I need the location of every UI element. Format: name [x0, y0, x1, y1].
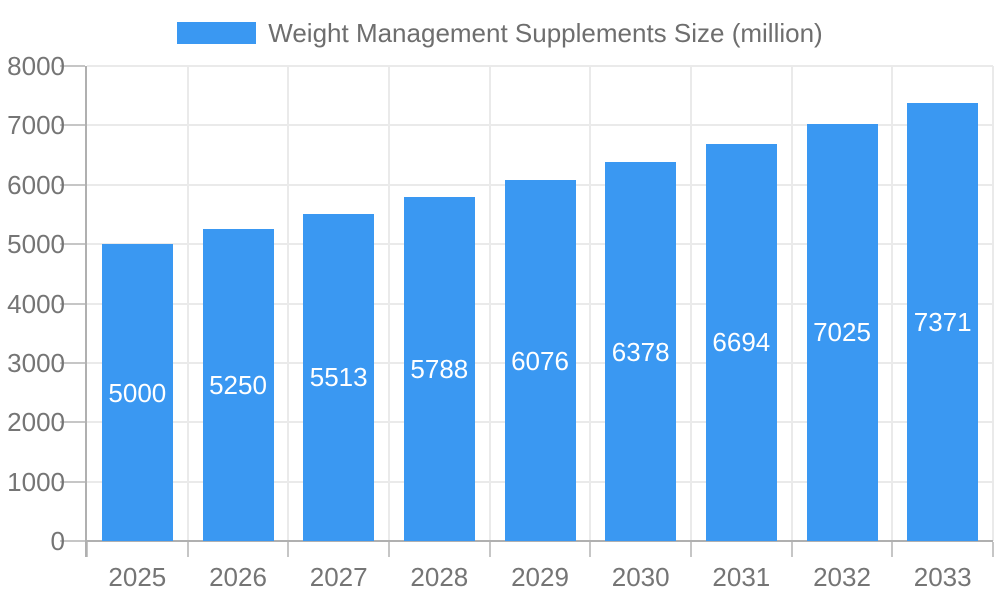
y-gridline	[87, 65, 993, 67]
x-tick	[992, 542, 994, 557]
bar[interactable]: 5000	[101, 244, 173, 541]
x-axis-line	[87, 540, 993, 542]
y-gridline	[87, 124, 993, 127]
y-axis-label: 6000	[7, 169, 65, 200]
y-axis-label: 1000	[7, 466, 65, 497]
y-tick	[60, 540, 85, 542]
x-tick	[690, 542, 692, 557]
bar-value-label: 7025	[813, 317, 871, 348]
x-gridline	[589, 66, 592, 541]
bar[interactable]: 5788	[403, 197, 475, 541]
x-tick	[86, 542, 88, 557]
x-axis-label: 2027	[309, 562, 368, 592]
y-axis-label: 4000	[7, 288, 65, 319]
y-axis-label: 2000	[7, 407, 65, 438]
legend-swatch	[177, 22, 257, 44]
x-gridline	[891, 66, 894, 541]
x-tick	[589, 542, 592, 557]
bar-value-label: 5788	[410, 354, 469, 385]
y-tick	[60, 302, 85, 305]
x-gridline	[388, 66, 390, 541]
x-gridline	[790, 66, 793, 541]
bar[interactable]: 6378	[605, 162, 677, 541]
x-axis-label: 2028	[410, 562, 469, 592]
x-gridline	[287, 66, 290, 541]
bar[interactable]: 7025	[806, 123, 878, 541]
x-axis-label: 2030	[611, 562, 670, 592]
x-tick	[790, 542, 793, 557]
y-axis-label: 5000	[7, 229, 65, 260]
x-gridline	[690, 66, 692, 541]
x-axis-label: 2029	[511, 562, 569, 592]
y-tick	[60, 421, 85, 424]
y-tick	[60, 480, 85, 483]
x-gridline	[186, 66, 189, 541]
x-axis-label: 2026	[209, 562, 267, 592]
bar-value-label: 5513	[309, 362, 368, 393]
bar[interactable]: 6694	[705, 143, 777, 541]
y-axis-label: 8000	[7, 51, 65, 81]
y-axis-label: 3000	[7, 347, 65, 378]
bar[interactable]: 6076	[504, 180, 576, 541]
x-tick	[287, 542, 290, 557]
y-tick	[60, 361, 85, 364]
x-tick	[388, 542, 390, 557]
y-tick	[60, 65, 85, 67]
bar[interactable]: 5513	[303, 213, 375, 541]
legend[interactable]: Weight Management Supplements Size (mill…	[0, 19, 1000, 47]
legend-label: Weight Management Supplements Size (mill…	[268, 18, 823, 48]
x-tick	[186, 542, 189, 557]
bar-value-label: 6076	[511, 345, 569, 376]
plot-area: 0 1000 2000 3000 4000 5000 6000 7000 8000 2025 500…	[7, 51, 994, 592]
x-tick	[488, 542, 491, 557]
y-tick	[60, 183, 85, 186]
bar-value-label: 7371	[913, 307, 972, 338]
bar[interactable]: 7371	[907, 103, 979, 541]
x-gridline	[488, 66, 491, 541]
y-axis-line	[85, 66, 87, 557]
bar-value-label: 6694	[712, 327, 771, 358]
x-axis-label: 2031	[712, 562, 771, 592]
bar[interactable]: 5250	[202, 229, 274, 541]
bar-value-label: 6378	[611, 336, 670, 367]
x-axis-label: 2033	[913, 562, 972, 592]
y-axis-label: 7000	[7, 110, 65, 141]
x-tick	[891, 542, 894, 557]
x-axis-label: 2025	[108, 562, 167, 592]
y-axis-label: 0	[50, 526, 65, 556]
x-gridline	[992, 66, 994, 541]
bar-value-label: 5000	[108, 377, 167, 408]
x-axis-label: 2032	[813, 562, 871, 592]
y-tick	[60, 243, 85, 246]
bar-value-label: 5250	[209, 370, 267, 401]
y-tick	[60, 124, 85, 127]
